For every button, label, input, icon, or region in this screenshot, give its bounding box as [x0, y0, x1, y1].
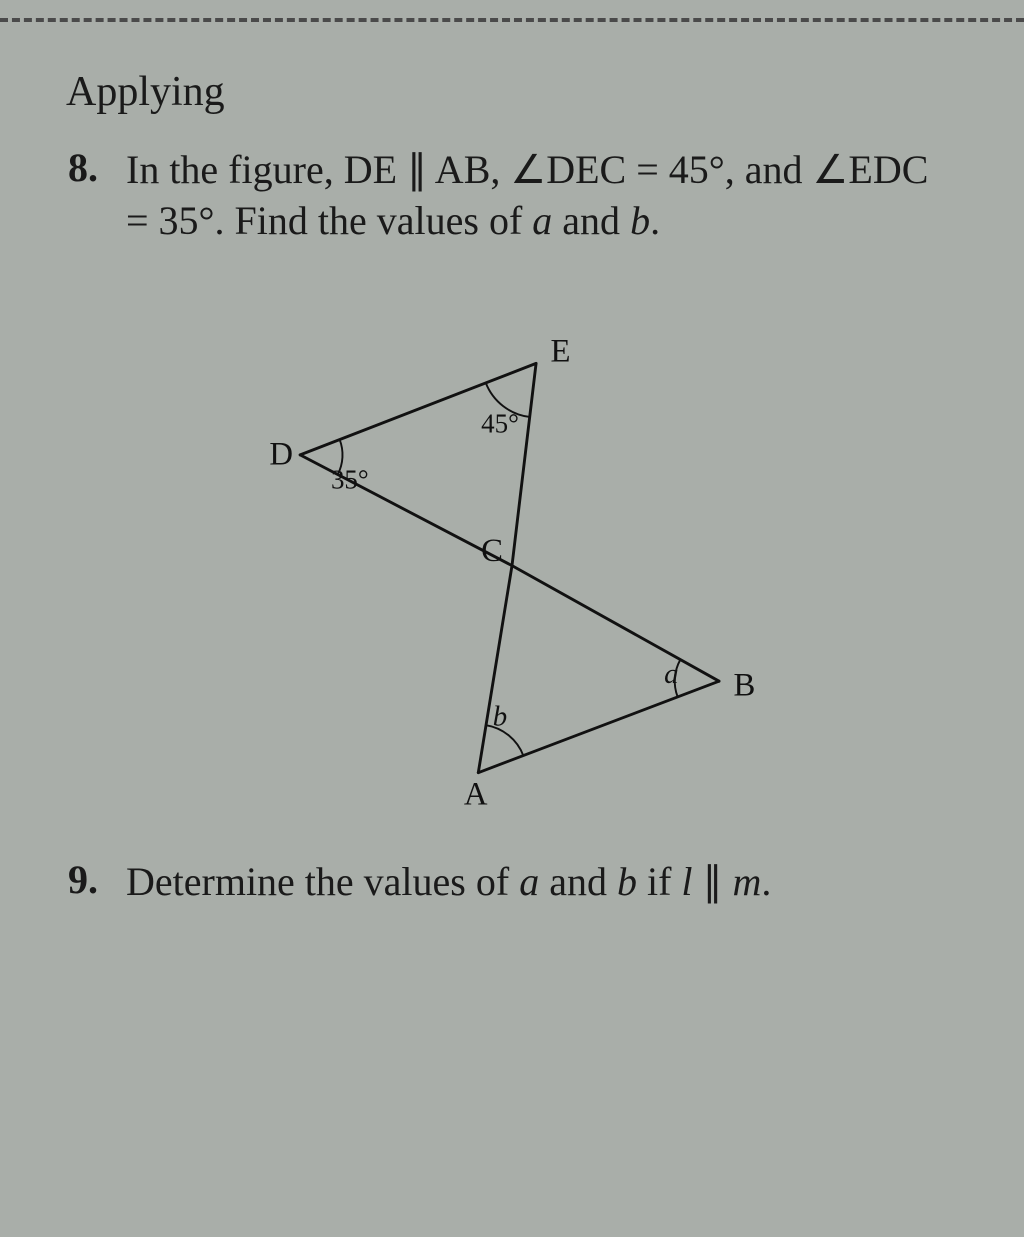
svg-text:B: B [733, 668, 755, 704]
svg-text:35°: 35° [331, 465, 369, 495]
geometry-figure: 35° 45° a b D E C A B [252, 296, 772, 816]
question-number: 9. [50, 856, 98, 907]
svg-text:45°: 45° [481, 409, 519, 439]
svg-text:E: E [551, 334, 571, 370]
q9-t1: Determine the values of [126, 859, 519, 904]
period: . [650, 198, 660, 243]
and-word: and [552, 198, 630, 243]
svg-text:A: A [464, 777, 488, 813]
question-text: Determine the values of a and b if l ∥ m… [126, 856, 771, 907]
q8-line1: In the figure, DE ∥ AB, ∠DEC = 45°, and … [126, 147, 928, 192]
period: . [761, 859, 771, 904]
question-8: 8. In the figure, DE ∥ AB, ∠DEC = 45°, a… [50, 144, 974, 246]
top-divider [0, 18, 1024, 22]
svg-text:D: D [269, 437, 293, 473]
q8-line2a: = 35°. Find the values of [126, 198, 532, 243]
if-word: if [637, 859, 681, 904]
var-b: b [630, 198, 650, 243]
var-a: a [519, 859, 539, 904]
svg-text:C: C [481, 533, 503, 569]
var-m: m [733, 859, 762, 904]
var-b: b [617, 859, 637, 904]
section-heading: Applying [66, 68, 974, 116]
question-9: 9. Determine the values of a and b if l … [50, 856, 974, 907]
question-text: In the figure, DE ∥ AB, ∠DEC = 45°, and … [126, 144, 928, 246]
and-word: and [539, 859, 617, 904]
page: Applying 8. In the figure, DE ∥ AB, ∠DEC… [0, 0, 1024, 1237]
var-l: l [681, 859, 692, 904]
parallel-symbol: ∥ [693, 859, 733, 904]
var-a: a [532, 198, 552, 243]
figure-container: 35° 45° a b D E C A B [50, 296, 974, 816]
svg-text:b: b [493, 701, 507, 733]
question-number: 8. [50, 144, 98, 246]
svg-text:a: a [664, 658, 678, 690]
